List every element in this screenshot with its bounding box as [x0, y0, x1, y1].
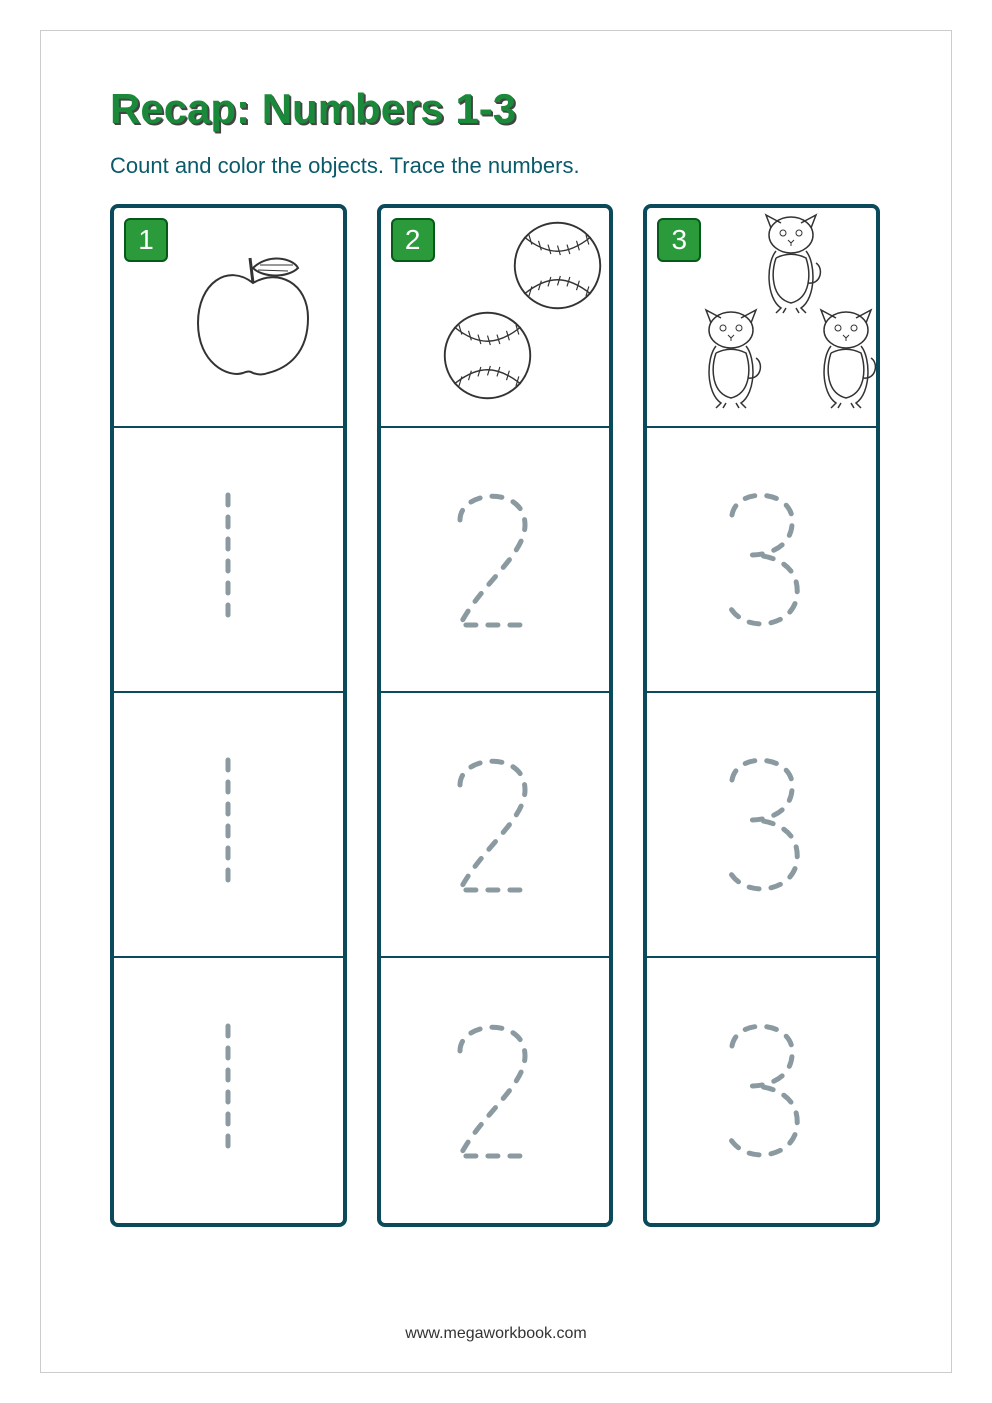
count-cell-3: 3 [647, 208, 876, 428]
trace-cell [647, 693, 876, 958]
trace-cell [381, 428, 610, 693]
apple-icon [188, 243, 318, 383]
trace-cell [114, 428, 343, 693]
count-cell-1: 1 [114, 208, 343, 428]
objects-cat [701, 218, 866, 416]
trace-digit-2 [425, 1001, 565, 1181]
trace-digit-1 [158, 1001, 298, 1181]
trace-cell [381, 958, 610, 1223]
baseball-icon [440, 308, 535, 403]
trace-cell [114, 958, 343, 1223]
worksheet-content: Recap: Numbers 1-3 Count and color the o… [110, 85, 880, 1227]
column-2: 2 [377, 204, 614, 1227]
objects-baseball [435, 218, 600, 416]
number-badge-2: 2 [391, 218, 435, 262]
column-1: 1 [110, 204, 347, 1227]
baseball-icon [510, 218, 605, 313]
trace-cell [647, 428, 876, 693]
cat-icon [811, 308, 880, 413]
worksheet-title: Recap: Numbers 1-3 [110, 85, 880, 133]
number-badge-1: 1 [124, 218, 168, 262]
columns-container: 1 [110, 204, 880, 1227]
worksheet-instructions: Count and color the objects. Trace the n… [110, 153, 880, 179]
trace-cell [381, 693, 610, 958]
trace-digit-3 [692, 470, 832, 650]
cat-icon [696, 308, 766, 413]
count-cell-2: 2 [381, 208, 610, 428]
trace-digit-3 [692, 735, 832, 915]
trace-digit-2 [425, 470, 565, 650]
number-badge-3: 3 [657, 218, 701, 262]
trace-digit-3 [692, 1001, 832, 1181]
footer-url: www.megaworkbook.com [0, 1325, 992, 1343]
trace-digit-2 [425, 735, 565, 915]
trace-cell [647, 958, 876, 1223]
cat-icon [756, 213, 826, 318]
objects-apple [168, 218, 333, 416]
trace-digit-1 [158, 470, 298, 650]
column-3: 3 [643, 204, 880, 1227]
trace-digit-1 [158, 735, 298, 915]
trace-cell [114, 693, 343, 958]
